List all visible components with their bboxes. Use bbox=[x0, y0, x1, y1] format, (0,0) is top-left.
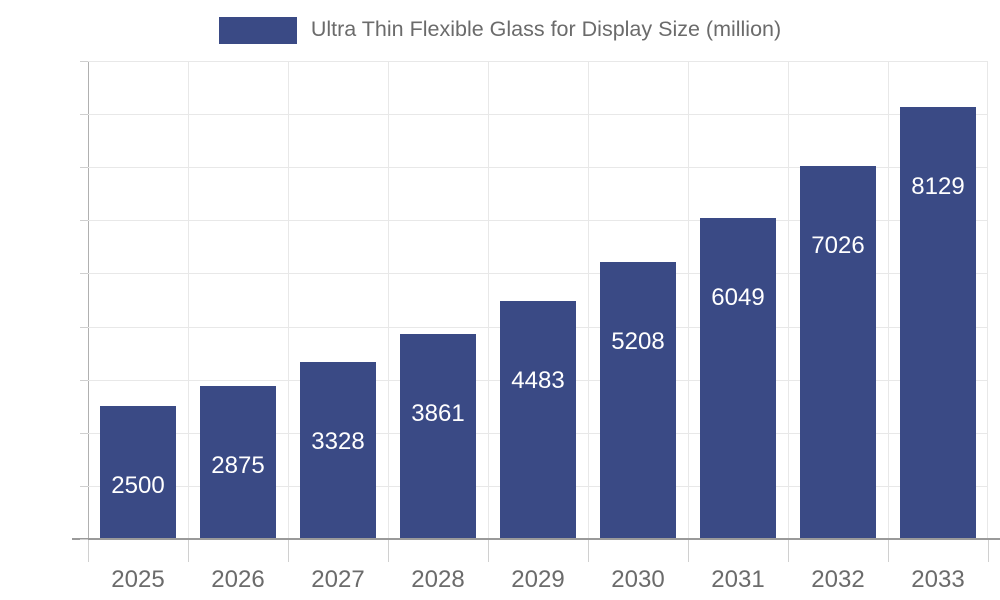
gridline-vertical bbox=[588, 61, 589, 539]
x-axis: 2025 2026 2027 2028 2029 2030 2031 2032 2033 bbox=[88, 540, 989, 600]
bar-value-label: 5208 bbox=[611, 328, 665, 356]
gridline-vertical bbox=[188, 61, 189, 539]
bar[interactable]: 6049 bbox=[700, 217, 776, 539]
gridline-horizontal bbox=[88, 220, 988, 222]
y-axis-tick-mark bbox=[80, 114, 88, 116]
x-axis-tick-mark bbox=[888, 540, 889, 562]
y-axis-tick-mark bbox=[80, 273, 88, 275]
x-axis-tick-mark bbox=[788, 540, 789, 562]
x-axis-tick-mark bbox=[688, 540, 689, 562]
x-axis-tick-mark bbox=[288, 540, 289, 562]
y-axis-tick-mark bbox=[80, 539, 88, 540]
bar[interactable]: 8129 bbox=[900, 107, 976, 539]
gridline-vertical bbox=[488, 61, 489, 539]
bar-value-label: 2500 bbox=[111, 472, 165, 500]
x-axis-tick-mark bbox=[988, 540, 989, 562]
x-axis-tick-label: 2033 bbox=[911, 566, 965, 593]
y-axis-tick-mark bbox=[80, 167, 88, 169]
x-axis-tick-label: 2030 bbox=[611, 566, 665, 593]
x-axis-tick-label: 2028 bbox=[411, 566, 465, 593]
gridline-vertical bbox=[288, 61, 289, 539]
bar[interactable]: 7026 bbox=[800, 165, 876, 539]
bar[interactable]: 2875 bbox=[200, 386, 276, 539]
gridline-vertical bbox=[688, 61, 689, 539]
legend-item-series-1[interactable]: Ultra Thin Flexible Glass for Display Si… bbox=[218, 16, 782, 44]
x-axis-tick-mark bbox=[88, 540, 89, 562]
gridline-vertical bbox=[788, 61, 789, 539]
x-axis-tick-label: 2025 bbox=[111, 566, 165, 593]
x-axis-tick-label: 2027 bbox=[311, 566, 365, 593]
x-axis-tick-mark bbox=[588, 540, 589, 562]
x-axis-tick-label: 2032 bbox=[811, 566, 865, 593]
x-axis-tick-mark bbox=[188, 540, 189, 562]
bar[interactable]: 3328 bbox=[300, 362, 376, 539]
gridline-horizontal bbox=[88, 273, 988, 275]
y-axis-tick-mark bbox=[80, 326, 88, 328]
gridline-horizontal bbox=[88, 61, 988, 62]
bar[interactable]: 5208 bbox=[600, 262, 676, 539]
y-axis-tick-mark bbox=[80, 485, 88, 487]
bar-value-label: 8129 bbox=[911, 173, 965, 201]
bar[interactable]: 4483 bbox=[500, 300, 576, 539]
y-axis-tick-mark bbox=[80, 379, 88, 381]
gridline-horizontal bbox=[88, 167, 988, 169]
x-axis-tick-label: 2031 bbox=[711, 566, 765, 593]
legend-color-swatch-icon bbox=[218, 16, 297, 44]
y-axis-line bbox=[88, 61, 89, 539]
bar-value-label: 2875 bbox=[211, 452, 265, 480]
y-axis-tick-mark bbox=[80, 61, 88, 62]
bar-value-label: 7026 bbox=[811, 231, 865, 259]
x-axis-tick-mark bbox=[488, 540, 489, 562]
bar-value-label: 3328 bbox=[311, 428, 365, 456]
x-axis-tick-label: 2029 bbox=[511, 566, 565, 593]
gridline-horizontal bbox=[88, 114, 988, 116]
bar[interactable]: 3861 bbox=[400, 333, 476, 539]
chart-legend: Ultra Thin Flexible Glass for Display Si… bbox=[0, 10, 1000, 50]
y-axis-tick-mark bbox=[80, 220, 88, 222]
bar-value-label: 6049 bbox=[711, 283, 765, 311]
x-axis-line bbox=[72, 538, 1000, 540]
bar-value-label: 4483 bbox=[511, 366, 565, 394]
legend-item-label: Ultra Thin Flexible Glass for Display Si… bbox=[310, 17, 782, 42]
gridline-vertical bbox=[388, 61, 389, 539]
x-axis-tick-mark bbox=[388, 540, 389, 562]
bar[interactable]: 2500 bbox=[100, 406, 176, 539]
gridline-vertical bbox=[888, 61, 889, 539]
x-axis-tick-label: 2026 bbox=[211, 566, 265, 593]
plot-right-border bbox=[987, 61, 988, 539]
y-axis-tick-mark bbox=[80, 432, 88, 434]
bar-value-label: 3861 bbox=[411, 399, 465, 427]
